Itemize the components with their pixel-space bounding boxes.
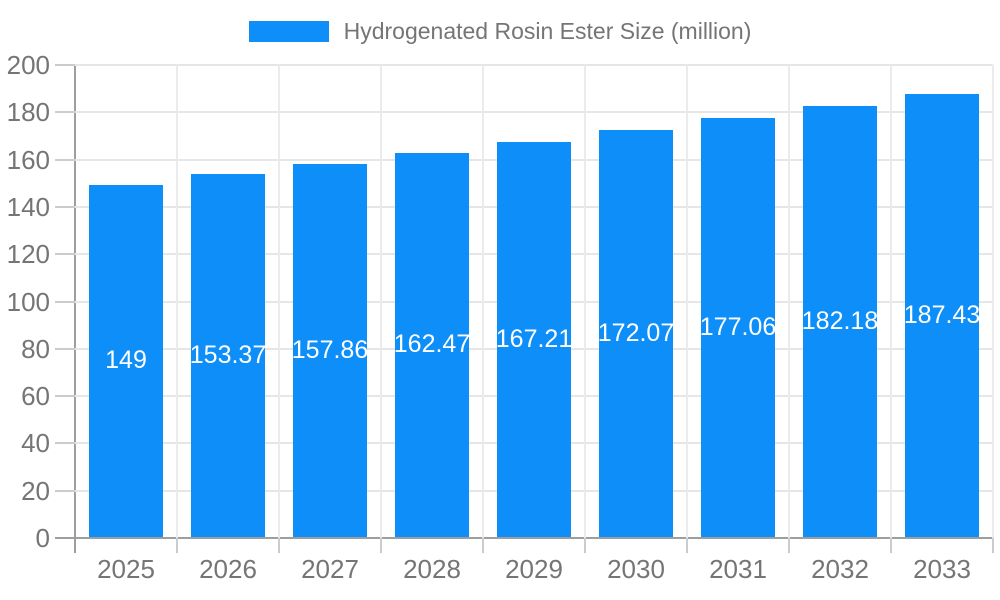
bar-value-label: 157.86 (291, 335, 369, 364)
gridline-v (176, 65, 178, 538)
y-tick (55, 111, 75, 114)
y-tick (55, 347, 75, 350)
y-axis-label: 0 (35, 523, 50, 553)
gridline-v (788, 65, 790, 538)
x-axis-line (75, 537, 993, 539)
y-axis-label: 140 (6, 191, 50, 222)
gridline-v (278, 65, 280, 538)
x-tick (788, 538, 790, 553)
y-axis-label: 80 (21, 333, 50, 364)
x-tick (992, 538, 994, 553)
gridline-v (482, 65, 484, 538)
y-axis-label: 200 (6, 50, 50, 80)
bar-2027[interactable]: 157.86 (291, 163, 369, 537)
bar-2028[interactable]: 162.47 (393, 152, 471, 537)
y-tick (55, 158, 75, 161)
y-tick (55, 253, 75, 256)
y-tick (55, 205, 75, 208)
x-axis-label: 2029 (505, 554, 563, 584)
bar-2031[interactable]: 177.06 (699, 118, 777, 537)
y-tick (55, 489, 75, 492)
bar-2026[interactable]: 153.37 (189, 174, 267, 537)
plot-area: 149 153.37 157.86 162.47 167.21 172.07 177.06 1… (75, 64, 994, 538)
bar-value-label: 172.07 (597, 319, 675, 348)
bar-value-label: 153.37 (189, 341, 267, 370)
gridline-v (584, 65, 586, 538)
bar-2033[interactable]: 187.43 (903, 93, 981, 537)
x-axis-label: 2030 (607, 554, 665, 584)
y-axis-label: 40 (21, 428, 50, 459)
y-axis-label: 180 (6, 97, 50, 128)
legend-label: Hydrogenated Rosin Ester Size (million) (343, 18, 752, 44)
y-axis-label: 60 (21, 381, 50, 412)
bar-2029[interactable]: 167.21 (495, 141, 573, 537)
gridline-v (380, 65, 382, 538)
gridline-v (686, 65, 688, 538)
x-tick (686, 538, 688, 553)
x-tick (584, 538, 586, 553)
bar-2030[interactable]: 172.07 (597, 130, 675, 537)
bar-2032[interactable]: 182.18 (801, 106, 879, 537)
x-tick (890, 538, 892, 553)
gridline-v (890, 65, 892, 538)
x-tick (278, 538, 280, 553)
x-axis-label: 2032 (811, 554, 869, 584)
y-tick (55, 300, 75, 303)
legend-item[interactable]: Hydrogenated Rosin Ester Size (million) (0, 18, 1000, 45)
y-axis-line (74, 65, 76, 553)
x-axis-label: 2025 (97, 554, 155, 584)
bar-value-label: 187.43 (903, 300, 981, 329)
x-axis-label: 2031 (709, 554, 767, 584)
legend-swatch-icon (248, 21, 329, 42)
bar-2025[interactable]: 149 (89, 184, 163, 537)
gridline-v (992, 65, 994, 538)
x-tick (74, 538, 76, 553)
y-tick (55, 64, 75, 66)
bar-value-label: 162.47 (393, 330, 471, 359)
x-axis-label: 2028 (403, 554, 461, 584)
bar-value-label: 149 (105, 346, 147, 375)
x-axis-label: 2027 (301, 554, 359, 584)
x-tick (380, 538, 382, 553)
gridline-h (75, 64, 993, 66)
x-axis-label: 2033 (913, 554, 971, 584)
y-axis-label: 160 (6, 144, 50, 175)
x-tick (482, 538, 484, 553)
y-axis-label: 100 (6, 286, 50, 317)
y-tick (55, 442, 75, 445)
x-tick (176, 538, 178, 553)
x-axis-label: 2026 (199, 554, 257, 584)
y-axis-label: 120 (6, 239, 50, 270)
gridline-h (75, 111, 993, 114)
y-tick (55, 395, 75, 398)
y-tick (55, 537, 75, 539)
y-axis-label: 20 (21, 475, 50, 506)
bar-value-label: 167.21 (495, 324, 573, 353)
bar-value-label: 182.18 (801, 307, 879, 336)
bar-value-label: 177.06 (699, 313, 777, 342)
